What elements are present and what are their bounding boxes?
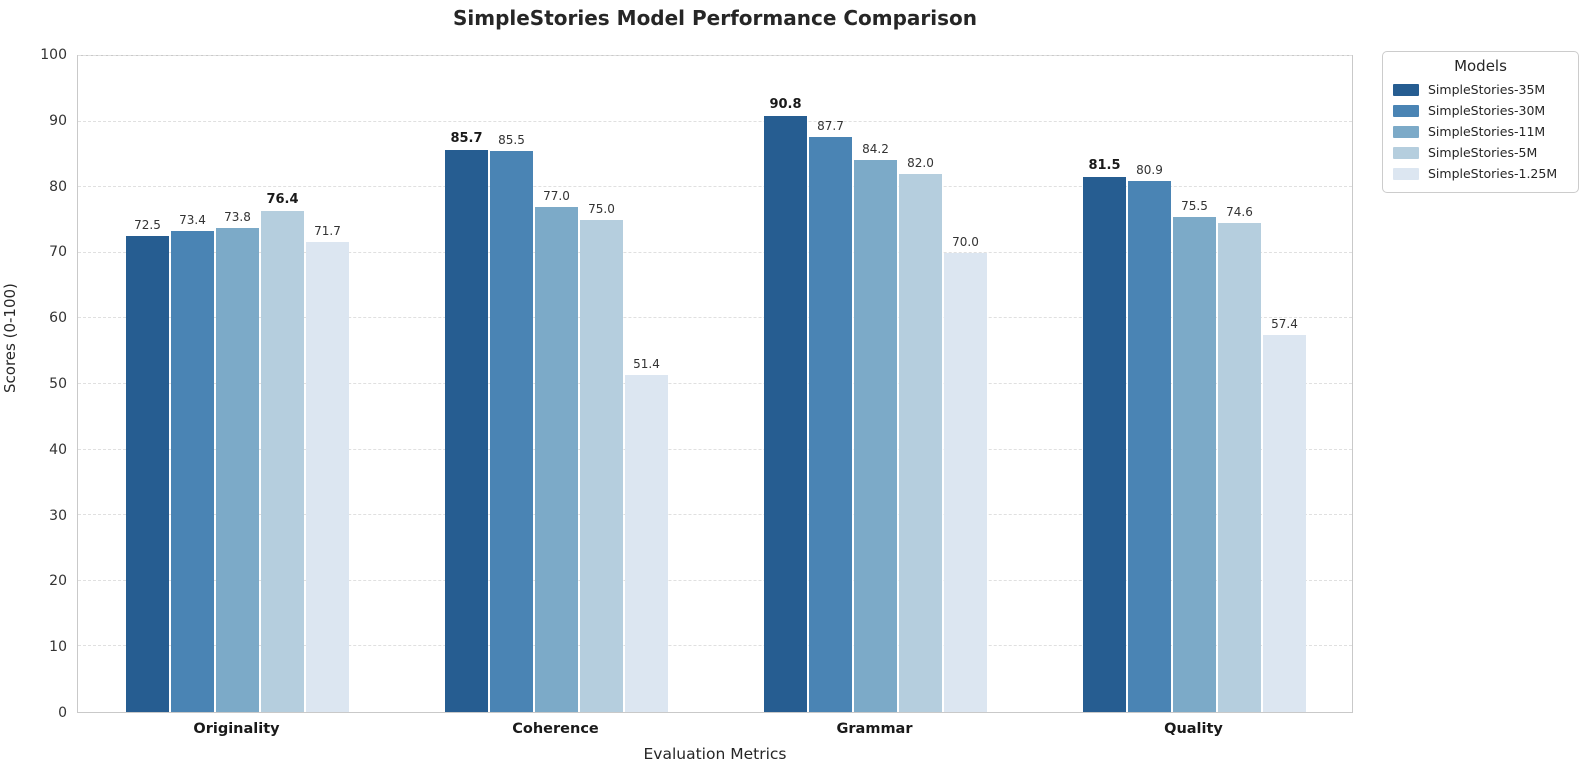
y-tick-label: 70 bbox=[49, 244, 67, 261]
bar-value-label: 87.7 bbox=[817, 118, 844, 133]
bar-group-grammar: 90.8 87.7 84.2 82.0 70.0 bbox=[716, 56, 1035, 712]
legend-label: SimpleStories-5M bbox=[1428, 145, 1538, 160]
bar-value-label: 57.4 bbox=[1271, 317, 1298, 332]
gridline bbox=[78, 514, 1352, 516]
legend-swatch-icon bbox=[1393, 167, 1419, 180]
gridline bbox=[78, 317, 1352, 319]
plot-area: 72.5 73.4 73.8 76.4 71.7 85.7 85.5 77.0 75.0 51.4… bbox=[77, 55, 1353, 713]
bar-value-label: 74.6 bbox=[1226, 204, 1253, 219]
category-label-coherence: Coherence bbox=[512, 721, 599, 737]
bar-group-coherence: 85.7 85.5 77.0 75.0 51.4 bbox=[397, 56, 716, 712]
legend-item-simplestories-30m: SimpleStories-30M bbox=[1393, 100, 1568, 121]
y-tick-label: 90 bbox=[49, 112, 67, 129]
legend-label: SimpleStories-1.25M bbox=[1428, 166, 1558, 181]
bar-value-label: 80.9 bbox=[1136, 163, 1163, 178]
y-tick-label: 40 bbox=[49, 441, 67, 458]
bar-value-label: 70.0 bbox=[952, 234, 979, 249]
bar-value-label: 84.2 bbox=[862, 141, 889, 156]
y-tick-label: 80 bbox=[49, 178, 67, 195]
legend-swatch-icon bbox=[1393, 146, 1419, 159]
y-tick-label: 20 bbox=[49, 573, 67, 590]
bar-value-label: 75.0 bbox=[588, 202, 615, 216]
legend-swatch-icon bbox=[1393, 125, 1419, 138]
bar-value-label: 73.4 bbox=[179, 212, 206, 227]
bar-simplestories-1.25m-coherence: 51.4 bbox=[625, 357, 668, 712]
bar-simplestories-1.25m-grammar: 70.0 bbox=[944, 235, 987, 712]
y-tick-label: 100 bbox=[40, 47, 67, 63]
category-label-originality: Originality bbox=[193, 721, 280, 737]
x-axis-label: Evaluation Metrics bbox=[643, 745, 787, 763]
bar-group-originality: 72.5 73.4 73.8 76.4 71.7 bbox=[78, 56, 397, 712]
y-tick-label: 30 bbox=[49, 507, 67, 524]
bar-simplestories-5m-grammar: 82.0 bbox=[899, 156, 942, 712]
bar-value-label: 76.4 bbox=[266, 191, 299, 207]
bar-simplestories-5m-originality: 76.4 bbox=[261, 192, 304, 712]
bar-simplestories-11m-coherence: 77.0 bbox=[535, 189, 578, 712]
y-tick-label: 60 bbox=[49, 310, 67, 327]
bar-value-label: 82.0 bbox=[907, 156, 934, 171]
bar-value-label: 72.5 bbox=[134, 218, 161, 233]
gridline bbox=[78, 120, 1352, 122]
bar-simplestories-1.25m-originality: 71.7 bbox=[306, 224, 349, 712]
bar-simplestories-35m-grammar: 90.8 bbox=[764, 97, 807, 712]
legend-swatch-icon bbox=[1393, 83, 1419, 96]
legend-item-simplestories-35m: SimpleStories-35M bbox=[1393, 79, 1568, 100]
bar-simplestories-30m-quality: 80.9 bbox=[1128, 163, 1171, 712]
bar-simplestories-5m-quality: 74.6 bbox=[1218, 205, 1261, 712]
legend-label: SimpleStories-11M bbox=[1428, 124, 1546, 139]
bar-value-label: 71.7 bbox=[314, 223, 341, 238]
bar-value-label: 81.5 bbox=[1088, 158, 1121, 174]
bar-value-label: 77.0 bbox=[543, 188, 570, 203]
legend-item-simplestories-1.25m: SimpleStories-1.25M bbox=[1393, 163, 1568, 184]
gridline bbox=[78, 186, 1352, 188]
legend-item-simplestories-11m: SimpleStories-11M bbox=[1393, 121, 1568, 142]
gridline bbox=[78, 55, 1352, 56]
category-label-grammar: Grammar bbox=[836, 721, 913, 737]
legend-label: SimpleStories-35M bbox=[1428, 82, 1546, 97]
y-tick-label: 50 bbox=[49, 376, 67, 392]
bar-simplestories-11m-quality: 75.5 bbox=[1173, 199, 1216, 712]
legend-swatch-icon bbox=[1393, 104, 1419, 117]
legend-label: SimpleStories-30M bbox=[1428, 103, 1546, 118]
legend-title: Models bbox=[1454, 57, 1507, 75]
bar-simplestories-35m-coherence: 85.7 bbox=[445, 131, 488, 712]
bar-value-label: 85.5 bbox=[498, 133, 525, 148]
chart-title: SimpleStories Model Performance Comparis… bbox=[452, 6, 978, 30]
gridline bbox=[78, 251, 1352, 253]
bar-value-label: 51.4 bbox=[633, 356, 660, 371]
bar-simplestories-30m-coherence: 85.5 bbox=[490, 133, 533, 712]
bar-value-label: 73.8 bbox=[224, 209, 251, 224]
bar-value-label: 85.7 bbox=[450, 130, 483, 146]
gridline bbox=[78, 448, 1352, 450]
y-tick-label: 10 bbox=[49, 639, 67, 656]
y-tick-label: 0 bbox=[58, 705, 67, 721]
bar-simplestories-11m-originality: 73.8 bbox=[216, 210, 259, 712]
gridline bbox=[78, 579, 1352, 581]
bar-group-quality: 81.5 80.9 75.5 74.6 57.4 bbox=[1035, 56, 1354, 712]
legend-items: SimpleStories-35M SimpleStories-30M Simple… bbox=[1393, 79, 1568, 184]
bar-value-label: 90.8 bbox=[769, 97, 802, 113]
category-label-quality: Quality bbox=[1164, 721, 1223, 737]
bar-simplestories-1.25m-quality: 57.4 bbox=[1263, 317, 1306, 712]
legend-item-simplestories-5m: SimpleStories-5M bbox=[1393, 142, 1568, 163]
gridline bbox=[78, 383, 1352, 384]
bar-simplestories-35m-originality: 72.5 bbox=[126, 218, 169, 712]
bar-simplestories-5m-coherence: 75.0 bbox=[580, 202, 623, 712]
legend: Models SimpleStories-35M SimpleStories-30… bbox=[1382, 51, 1579, 193]
bar-simplestories-30m-originality: 73.4 bbox=[171, 213, 214, 712]
bar-simplestories-35m-quality: 81.5 bbox=[1083, 158, 1126, 712]
bar-value-label: 75.5 bbox=[1181, 198, 1208, 213]
bar-simplestories-11m-grammar: 84.2 bbox=[854, 142, 897, 712]
gridline bbox=[78, 645, 1352, 647]
bar-simplestories-30m-grammar: 87.7 bbox=[809, 119, 852, 712]
